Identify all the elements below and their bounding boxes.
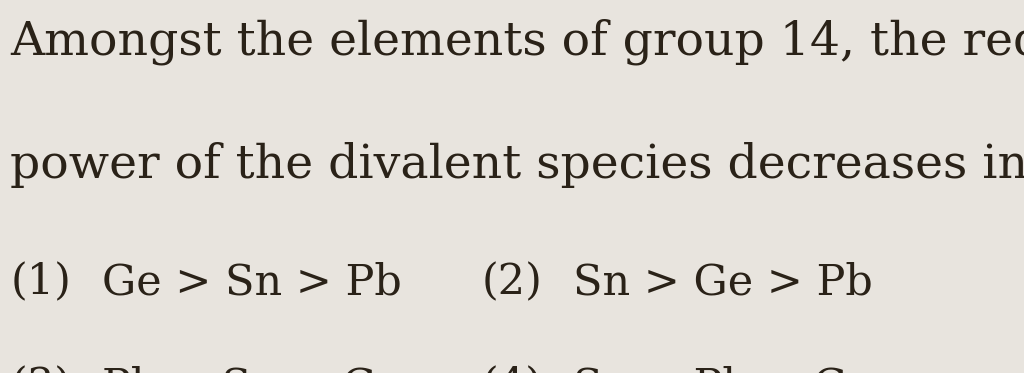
Text: Sn > Pb > Ge: Sn > Pb > Ge bbox=[573, 366, 873, 373]
Text: (3): (3) bbox=[10, 366, 71, 373]
Text: Amongst the elements of group 14, the reducing: Amongst the elements of group 14, the re… bbox=[10, 19, 1024, 65]
Text: Sn > Ge > Pb: Sn > Ge > Pb bbox=[573, 261, 873, 303]
Text: (1): (1) bbox=[10, 261, 71, 303]
Text: Pb > Sn > Ge: Pb > Sn > Ge bbox=[102, 366, 402, 373]
Text: power of the divalent species decreases in the order: power of the divalent species decreases … bbox=[10, 142, 1024, 188]
Text: (2): (2) bbox=[481, 261, 542, 303]
Text: Ge > Sn > Pb: Ge > Sn > Pb bbox=[102, 261, 402, 303]
Text: (4): (4) bbox=[481, 366, 542, 373]
